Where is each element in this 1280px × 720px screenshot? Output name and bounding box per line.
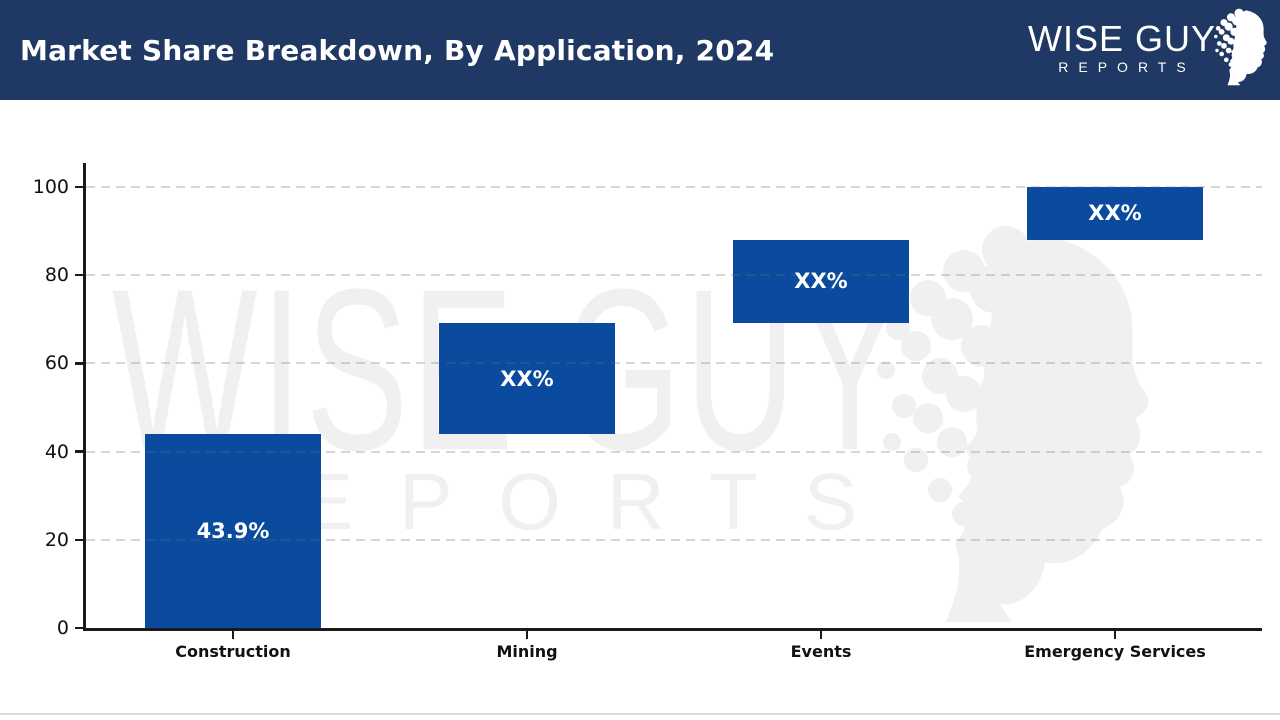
y-gridline <box>86 186 1262 188</box>
y-tick-label: 0 <box>56 617 69 639</box>
y-tick-mark <box>75 626 84 630</box>
x-tick-mark <box>231 631 235 639</box>
x-tick-mark <box>819 631 823 639</box>
y-gridline <box>86 538 1262 541</box>
y-tick-label: 80 <box>44 264 69 287</box>
header: Market Share Breakdown, By Application, … <box>0 0 1280 100</box>
x-tick-mark <box>525 631 529 639</box>
x-category-label: Events <box>790 642 852 661</box>
y-tick-label: 60 <box>44 352 69 375</box>
waterfall-bar <box>1027 187 1203 240</box>
y-tick-mark <box>75 450 84 453</box>
y-axis-line <box>83 163 86 631</box>
waterfall-bar <box>439 322 615 435</box>
bar-value-label: XX% <box>500 366 554 391</box>
x-category-label: Emergency Services <box>1024 642 1206 661</box>
brand-logo-text: WISE GUY REPORTS <box>1027 17 1216 75</box>
x-tick-mark <box>1113 631 1117 639</box>
y-tick-label: 100 <box>32 176 69 198</box>
x-category-label: Mining <box>496 642 558 661</box>
bottom-border-line <box>0 713 1280 715</box>
logo-subtext: REPORTS <box>1058 58 1196 75</box>
y-tick-mark <box>75 273 84 277</box>
page-title: Market Share Breakdown, By Application, … <box>20 34 775 67</box>
logo-wordmark: WISE GUY <box>1027 17 1216 59</box>
bar-value-label: XX% <box>794 269 848 294</box>
x-axis-line <box>83 628 1262 631</box>
y-gridline <box>86 274 1262 277</box>
bar-value-label: 43.9% <box>196 519 270 544</box>
y-gridline <box>86 362 1262 365</box>
y-tick-label: 20 <box>44 528 69 551</box>
y-tick-mark <box>75 538 84 542</box>
waterfall-bar <box>733 239 909 323</box>
bar-value-label: XX% <box>1088 201 1142 226</box>
y-tick-label: 40 <box>44 440 69 463</box>
waterfall-bar <box>145 434 321 628</box>
y-tick-mark <box>75 185 84 189</box>
y-gridline <box>86 450 1262 453</box>
brand-logo: WISE GUY REPORTS <box>1028 4 1274 90</box>
y-tick-mark <box>75 362 84 365</box>
x-category-label: Construction <box>175 642 291 661</box>
dotted-head-logo-icon <box>1210 4 1274 90</box>
